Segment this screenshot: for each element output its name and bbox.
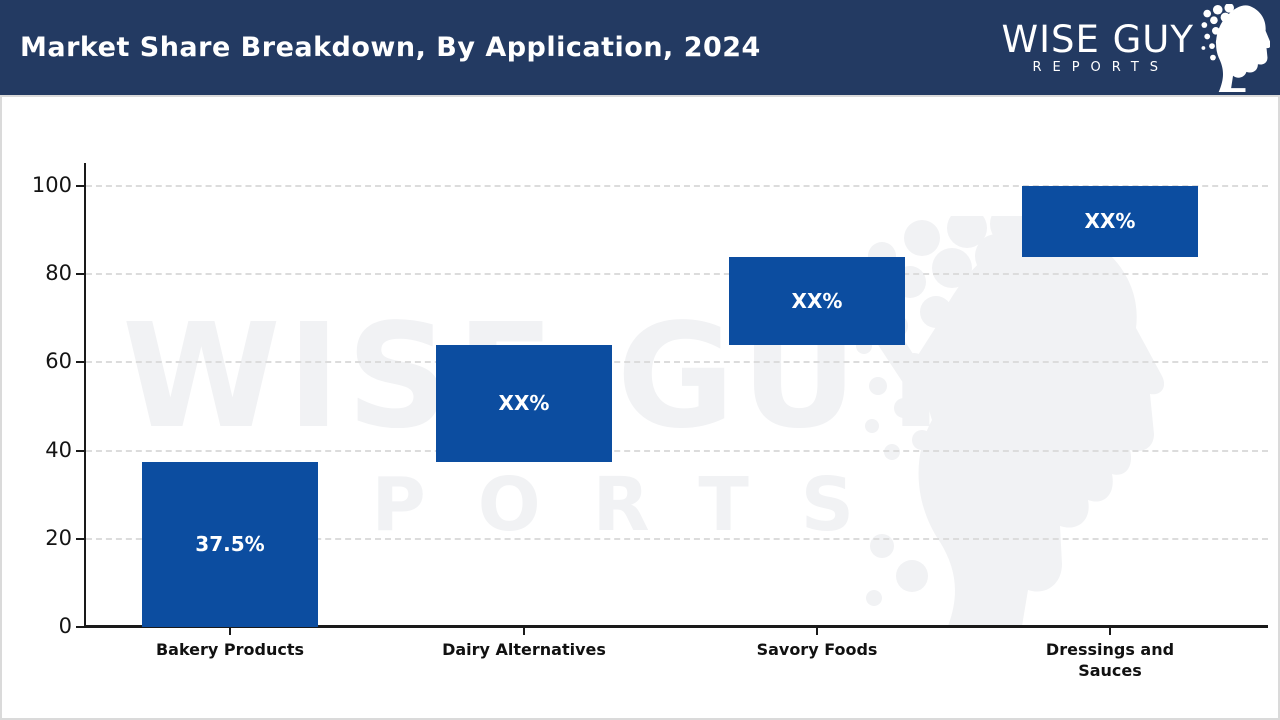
y-axis-tick-label: 20 <box>45 525 72 550</box>
bar-dairy-alternatives: XX% <box>436 344 612 462</box>
bar-value-label: XX% <box>1084 209 1136 234</box>
y-axis-tick-label: 100 <box>31 173 72 197</box>
header-bar: Market Share Breakdown, By Application, … <box>0 0 1280 95</box>
gridline <box>86 185 1268 187</box>
x-axis-tick <box>816 628 818 635</box>
y-axis-tick <box>76 273 84 276</box>
category-label-line: Dressings and <box>1045 640 1175 659</box>
category-label-line: Sauces <box>1078 660 1142 680</box>
y-axis-tick <box>76 537 84 540</box>
y-axis-tick <box>76 449 84 452</box>
gridline <box>86 361 1268 364</box>
wiseguy-logo: WISE GUY REPORTS <box>1002 3 1270 92</box>
page-title: Market Share Breakdown, By Application, … <box>20 32 761 63</box>
bar-dressings-and-sauces: XX% <box>1022 186 1198 257</box>
y-axis-tick <box>76 626 84 628</box>
y-axis-tick <box>76 185 84 187</box>
bar-bakery-products: 37.5% <box>142 461 318 627</box>
bar-value-label: 37.5% <box>195 532 265 557</box>
wiseguy-logo-name: WISE GUY <box>1001 18 1194 61</box>
category-label-line: Dairy Alternatives <box>442 640 606 659</box>
y-axis-tick <box>76 361 84 364</box>
category-label: Savory Foods <box>667 640 967 661</box>
bar-value-label: XX% <box>498 391 550 416</box>
x-axis-tick <box>229 628 231 635</box>
category-label: Bakery Products <box>80 640 380 661</box>
y-axis-tick-label: 40 <box>45 437 72 462</box>
x-axis-tick <box>1109 628 1111 635</box>
wiseguy-head-logo-icon <box>1201 3 1270 92</box>
bar-savory-foods: XX% <box>729 256 905 345</box>
category-label: Dressings and Sauces <box>960 640 1260 682</box>
bar-value-label: XX% <box>791 288 843 313</box>
category-label-line: Savory Foods <box>756 640 878 659</box>
y-axis-tick-label: 60 <box>45 349 72 374</box>
y-axis-tick-label: 0 <box>58 614 72 638</box>
wiseguy-logo-subtitle: REPORTS <box>1032 60 1170 75</box>
category-label-line: Bakery Products <box>155 640 305 659</box>
gridline <box>86 273 1268 276</box>
x-axis-tick <box>523 628 525 635</box>
gridline <box>86 537 1268 540</box>
y-axis-line <box>84 163 86 628</box>
wiseguy-logo-text: WISE GUY REPORTS <box>1002 21 1194 74</box>
y-axis-tick-label: 80 <box>45 261 72 286</box>
gridline <box>86 449 1268 452</box>
x-axis-line <box>84 625 1268 628</box>
category-label: Dairy Alternatives <box>374 640 674 661</box>
